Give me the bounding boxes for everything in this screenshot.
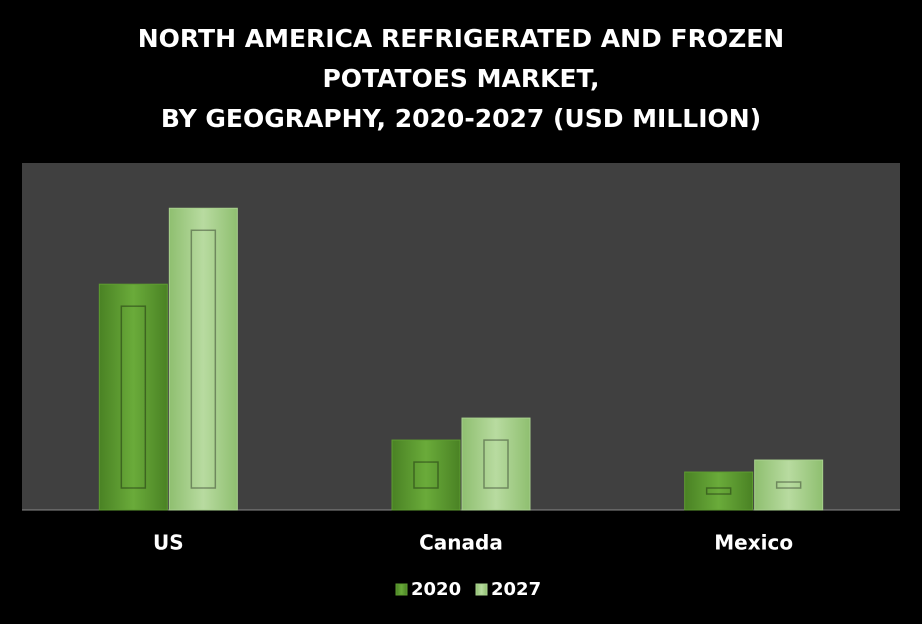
bar [754,459,824,511]
x-tick-label: US [153,531,184,555]
chart-title: NORTH AMERICA REFRIGERATED AND FROZEN [138,24,784,53]
bar-bevel [190,229,217,489]
bar [168,207,238,511]
bar-bevel [483,439,509,489]
bar [391,439,461,511]
bar-bevel [413,461,439,489]
legend-label: 2020 [411,579,461,600]
legend-swatch [475,583,488,596]
chart-title: BY GEOGRAPHY, 2020-2027 (USD MILLION) [161,104,761,133]
bar [684,471,754,511]
plot-area [22,163,900,510]
bar-bevel [775,481,802,489]
bar [98,283,168,511]
legend-label: 2027 [491,579,541,600]
chart-title: POTATOES MARKET, [322,64,599,93]
x-tick-label: Canada [419,531,503,555]
x-tick-label: Mexico [714,531,793,555]
bar-bevel [705,487,732,495]
legend-swatch [395,583,408,596]
bar [461,417,531,511]
bar-bevel [120,305,147,489]
